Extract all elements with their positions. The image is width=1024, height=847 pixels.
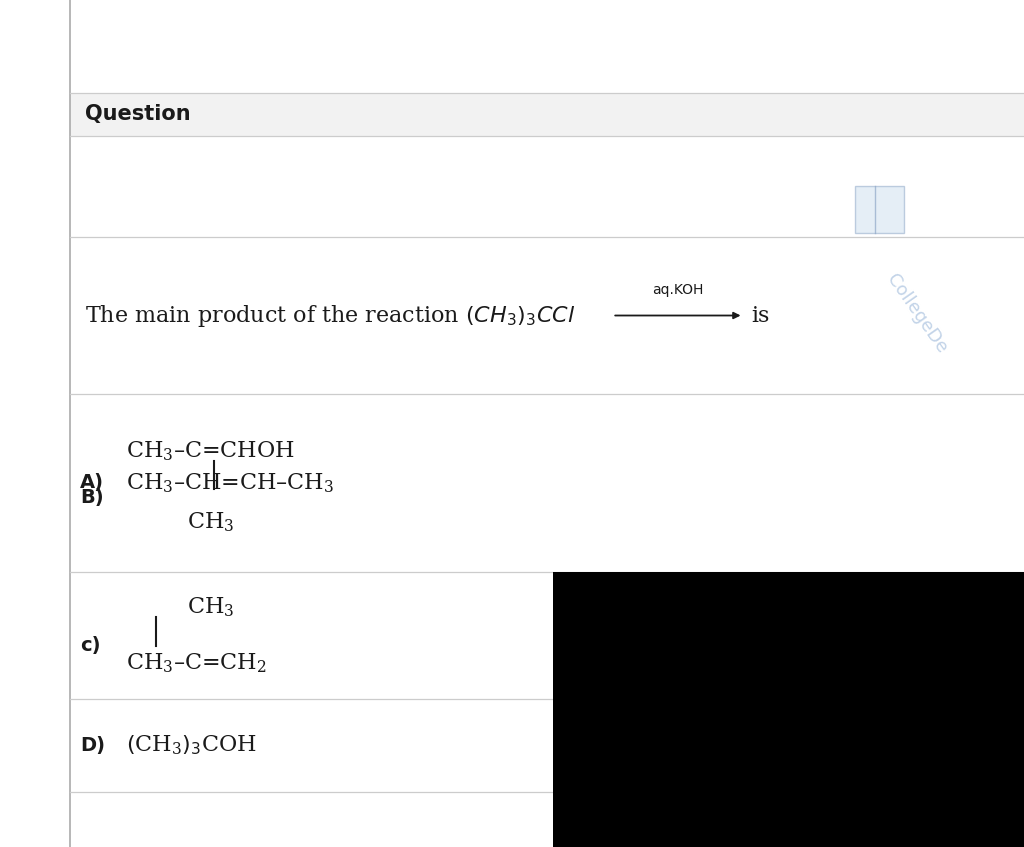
Text: $(\mathregular{CH_3})_3\mathregular{COH}$: $(\mathregular{CH_3})_3\mathregular{COH}… [126,734,257,757]
Text: $\mathregular{CH_3}$–$\mathregular{CH}$=$\mathregular{CH}$–$\mathregular{CH_3}$: $\mathregular{CH_3}$–$\mathregular{CH}$=… [126,471,334,495]
Bar [553,572,1024,699]
FancyBboxPatch shape [855,186,904,233]
Text: aq.KOH: aq.KOH [652,283,703,296]
Text: A): A) [80,473,103,492]
Text: $\mathregular{CH_3}$: $\mathregular{CH_3}$ [187,510,234,534]
Bar [553,792,1024,847]
Text: D): D) [80,736,104,755]
Text: The main product of the reaction $(CH_3)_3CCl$: The main product of the reaction $(CH_3)… [85,302,575,329]
Text: CollegeDe: CollegeDe [883,271,950,357]
Text: $\mathregular{CH_3}$–$\mathregular{C}$=$\mathregular{CH_2}$: $\mathregular{CH_3}$–$\mathregular{C}$=$… [126,651,267,675]
Bar [70,93,1024,136]
Text: $\mathregular{CH_3}$: $\mathregular{CH_3}$ [187,595,234,619]
Bar [553,699,1024,792]
Text: $\mathregular{CH_3}$–$\mathregular{C}$=$\mathregular{CHOH}$: $\mathregular{CH_3}$–$\mathregular{C}$=$… [126,439,295,462]
Text: is: is [752,305,770,326]
Text: B): B) [80,488,103,507]
Text: Question: Question [85,104,190,125]
Text: c): c) [80,636,100,655]
